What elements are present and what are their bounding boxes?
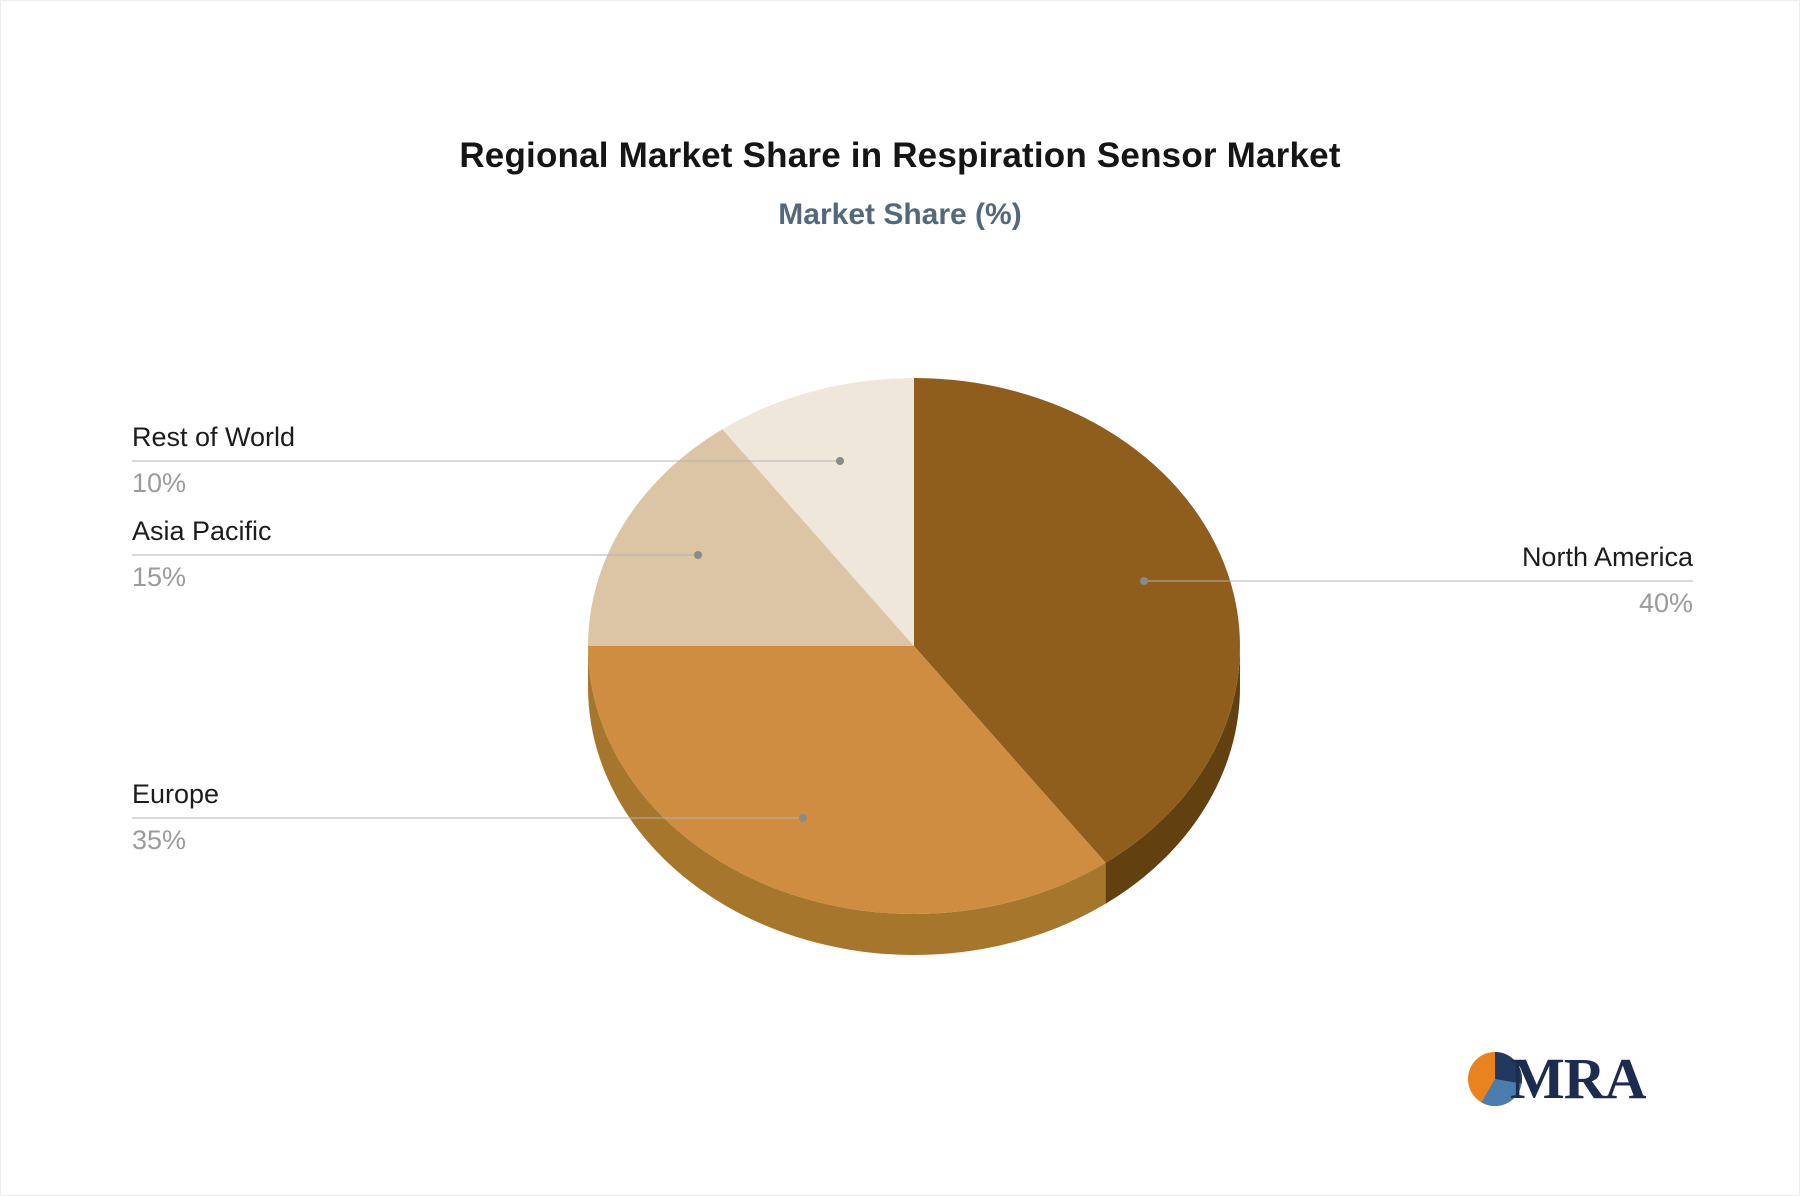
pie-label-name: Europe (132, 779, 220, 809)
pie-label-name: Asia Pacific (132, 516, 272, 546)
pie-label-value: 40% (1638, 588, 1693, 618)
mra-logo: MRA (1466, 1046, 1647, 1111)
mra-logo-text: MRA (1510, 1046, 1647, 1111)
pie-slice-asia-pacific (588, 429, 914, 646)
pie-label-rest-of-world: Rest of World 10% (132, 421, 552, 499)
pie-label-name: North America (1521, 542, 1693, 572)
pie-slice-north-america (914, 378, 1240, 863)
leader-dot-europe (799, 814, 807, 822)
leader-dot-asia-pacific (694, 551, 702, 559)
pie-slice-depth-north-america (1105, 646, 1240, 904)
pie-label-europe: Europe 35% (132, 778, 552, 856)
pie-label-north-america: North America 40% (1273, 541, 1693, 619)
chart-subtitle: Market Share (%) (778, 198, 1022, 231)
mra-logo-icon (1468, 1052, 1523, 1107)
pie-label-value: 35% (132, 825, 187, 855)
pie-label-asia-pacific: Asia Pacific 15% (132, 515, 552, 593)
pie-label-value: 15% (132, 562, 187, 592)
pie-label-value: 10% (132, 468, 187, 498)
pie-slice-depth-europe (588, 646, 1106, 955)
leader-dot-north-america (1140, 577, 1148, 585)
pie-label-name: Rest of World (132, 422, 296, 452)
pie-slice-rest-of-world (722, 378, 914, 646)
pie-slice-europe (588, 646, 1106, 914)
chart-title: Regional Market Share in Respiration Sen… (459, 136, 1341, 175)
leader-dot-rest-of-world (836, 457, 844, 465)
